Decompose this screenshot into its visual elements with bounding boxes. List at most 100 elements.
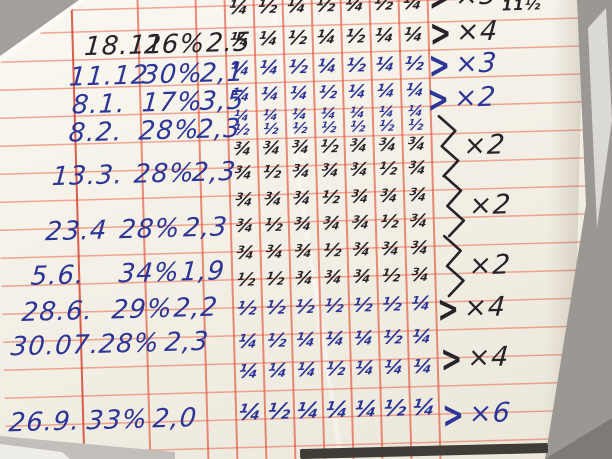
ratio-cell: 1,9 xyxy=(179,256,227,288)
multiplier: ×2 xyxy=(442,232,512,298)
fraction-cell: ¼ xyxy=(401,23,425,47)
date-cell: 23.4 xyxy=(44,215,109,248)
fraction-cell: ¼ xyxy=(294,398,321,425)
multiplier-label: ×2 xyxy=(468,188,513,221)
fraction-cell: ½ xyxy=(380,265,402,287)
fraction-cell: ¼ xyxy=(256,27,280,51)
fraction-cell: ½ xyxy=(264,296,288,320)
percent-cell: 26% xyxy=(143,28,207,61)
fraction-cell: ½ xyxy=(290,118,309,138)
fraction-cell: ¼ xyxy=(374,80,397,103)
fraction-cell: ¾ xyxy=(290,160,312,183)
fraction-cell: ¾ xyxy=(348,159,370,181)
multiplier-label: ×4 xyxy=(466,341,511,374)
fraction-cell: ¾ xyxy=(232,189,255,212)
fraction-cell: ¼ xyxy=(314,26,338,49)
fraction-cell: ¾ xyxy=(379,238,402,260)
multiplier: ×2 xyxy=(442,172,512,238)
fraction-cell: ¾ xyxy=(408,264,431,287)
fraction-cell: ¼ xyxy=(352,357,376,380)
fraction-cell: ¾ xyxy=(348,186,371,208)
fraction-cell: ¾ xyxy=(292,240,315,263)
fraction-cell: ½ xyxy=(264,268,286,291)
fraction-cell: ½ xyxy=(322,294,346,318)
fraction-cell: ¾ xyxy=(289,136,312,159)
fraction-cell: ¼ xyxy=(227,28,251,52)
fraction-cell: ¼ xyxy=(352,327,376,350)
fraction-cell: ½ xyxy=(255,0,279,19)
fraction-cell: ¼ xyxy=(257,56,281,80)
brace-icon xyxy=(437,114,460,178)
fraction-cell: ¼ xyxy=(287,82,310,105)
fraction-cell: ¾ xyxy=(233,215,256,238)
percent-cell: 17% xyxy=(140,86,204,119)
fraction-cell: ¼ xyxy=(294,328,318,352)
fraction-cell: ½ xyxy=(318,136,341,158)
fraction-cell: ½ xyxy=(265,399,292,426)
fraction-cell: ¼ xyxy=(229,84,252,107)
fraction-cell: ¾ xyxy=(350,239,373,261)
fraction-cell: ¼ xyxy=(372,24,396,48)
fraction-cell: ¾ xyxy=(349,212,372,234)
fraction-cell: ¼ xyxy=(345,81,368,103)
fraction-cell: ½ xyxy=(377,158,399,180)
fraction-cell: ½ xyxy=(313,0,337,17)
top-right-value: 11½ xyxy=(501,0,542,15)
date-cell: 5.6. xyxy=(29,260,86,292)
percent-cell: 28% xyxy=(137,114,201,147)
fraction-cell: ½ xyxy=(265,329,289,353)
multiplier: > ×4 xyxy=(434,286,507,331)
fraction-cell: ¾ xyxy=(405,133,428,156)
fraction-cell: ¾ xyxy=(293,267,315,290)
fraction-cell: ½ xyxy=(321,239,344,262)
fraction-cell: ½ xyxy=(293,295,317,319)
fraction-cell: ½ xyxy=(380,293,404,316)
multiplier: > ×2 xyxy=(424,76,498,121)
multiplier-label: ×4 xyxy=(462,291,507,324)
fraction-cell: ¾ xyxy=(261,188,284,211)
chevron-icon: > xyxy=(426,76,450,121)
fraction-cell: ½ xyxy=(343,25,367,48)
date-cell: 13.3. xyxy=(50,160,125,193)
fraction-cell: ¾ xyxy=(347,135,370,157)
multiplier: > ×6 xyxy=(439,392,512,437)
fraction-cell: ½ xyxy=(286,55,310,79)
date-cell: 8.1. xyxy=(70,88,127,121)
percent-cell: 28% xyxy=(97,328,161,360)
percent-cell: 34% xyxy=(117,257,181,290)
chevron-icon: > xyxy=(436,286,460,331)
date-cell: 8.2. xyxy=(67,117,124,149)
chevron-icon: > xyxy=(441,392,465,437)
fraction-cell: ¾ xyxy=(232,162,254,185)
fraction-cell: ¼ xyxy=(284,0,308,18)
multiplier-label: ×4 xyxy=(454,15,500,48)
fraction-cell: ½ xyxy=(232,120,251,140)
percent-cell: 28% xyxy=(132,158,196,190)
multiplier-label: ×2 xyxy=(462,128,507,162)
fraction-cell: ¾ xyxy=(406,157,428,180)
fraction-cell: ½ xyxy=(235,269,257,292)
fraction-cell: ¾ xyxy=(319,160,341,182)
fraction-cell: ¼ xyxy=(323,397,350,424)
brace-icon xyxy=(442,234,465,298)
fraction-cell: ¼ xyxy=(258,83,281,106)
fraction-cell: ¼ xyxy=(410,355,434,379)
fraction-cell: ½ xyxy=(344,54,368,77)
fraction-cell: ¾ xyxy=(320,212,343,235)
fraction-cell: ½ xyxy=(262,214,285,237)
fraction-cell: ¾ xyxy=(377,185,400,207)
fraction-cell: ½ xyxy=(351,294,375,317)
date-cell: 30.07. xyxy=(9,329,101,363)
multiplier-label: ×2 xyxy=(452,81,498,114)
fraction-cell: ¾ xyxy=(263,241,286,264)
ratio-cell: 2,3 xyxy=(182,212,229,244)
fraction-cell: ¾ xyxy=(231,138,254,161)
multiplier-label: ×5 xyxy=(454,0,498,12)
fraction-cell: ¾ xyxy=(407,210,430,233)
fraction-cell: ¾ xyxy=(351,266,373,288)
fraction-cell: ¼ xyxy=(266,359,289,383)
percent-cell: 33% xyxy=(85,404,149,437)
fraction-cell: ¾ xyxy=(290,187,313,210)
